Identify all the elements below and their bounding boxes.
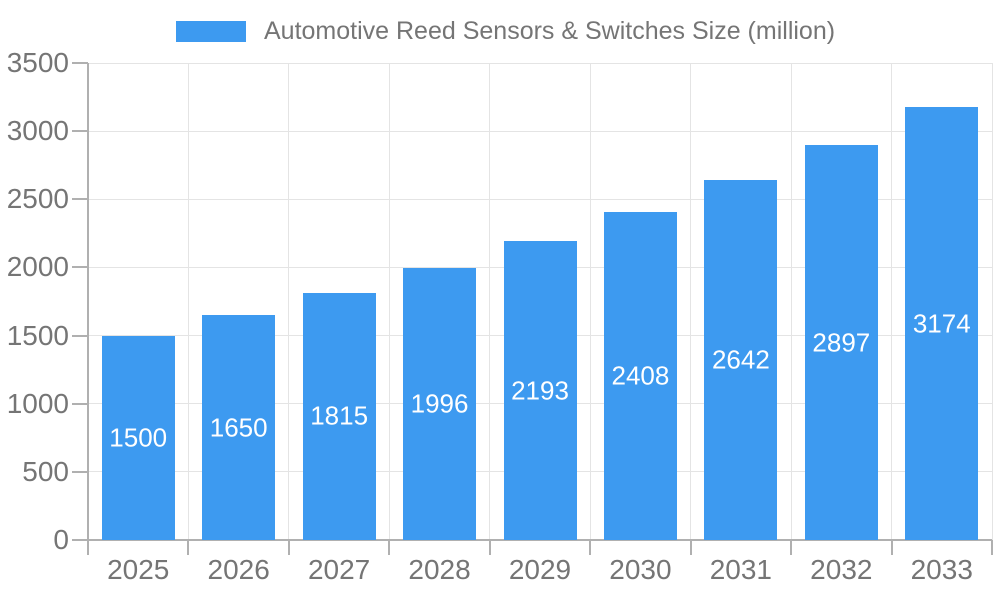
v-gridline	[991, 63, 993, 540]
x-axis-tick-label: 2030	[609, 554, 672, 585]
x-axis-tick-label: 2026	[207, 554, 270, 585]
x-axis-line	[88, 539, 992, 541]
v-gridline	[388, 63, 390, 540]
v-gridline	[187, 63, 189, 540]
bar-value-label: 1650	[209, 412, 268, 443]
bar-2026[interactable]: 1650	[202, 315, 276, 540]
y-axis-tick-label: 3500	[6, 47, 69, 78]
x-axis-tick	[187, 540, 190, 555]
bar-2027[interactable]: 1815	[302, 292, 376, 540]
v-gridline	[288, 63, 290, 540]
h-gridline	[88, 130, 992, 132]
v-gridline	[489, 63, 491, 540]
y-axis-tick	[72, 266, 88, 269]
bar-2031[interactable]: 2642	[704, 179, 778, 540]
x-axis-tick	[790, 540, 793, 555]
h-gridline	[88, 198, 992, 200]
y-axis-line	[87, 63, 89, 555]
bar-2032[interactable]: 2897	[804, 145, 878, 540]
bar-value-label: 2193	[511, 375, 569, 406]
bar-value-label: 2408	[611, 360, 670, 391]
bar-value-label: 2642	[711, 344, 770, 375]
x-axis-tick	[991, 540, 993, 555]
y-axis-tick	[72, 470, 88, 473]
bar-2033[interactable]: 3174	[905, 107, 979, 540]
legend-label: Automotive Reed Sensors & Switches Size …	[264, 17, 836, 45]
v-gridline	[690, 63, 692, 540]
y-axis-tick	[72, 539, 88, 541]
legend-swatch-icon	[176, 20, 246, 42]
x-axis-tick	[589, 540, 592, 555]
y-axis-tick	[72, 62, 88, 64]
x-axis-tick-label: 2029	[508, 554, 572, 585]
bar-value-label: 2897	[812, 327, 871, 358]
x-axis-tick	[488, 540, 491, 555]
x-axis-tick	[388, 540, 391, 555]
bar-value-label: 1500	[109, 422, 168, 453]
y-axis-tick	[72, 130, 88, 133]
x-axis-tick-label: 2028	[408, 554, 471, 585]
y-axis-tick	[72, 334, 88, 337]
y-axis-tick-label: 500	[22, 455, 69, 487]
x-axis-tick-label: 2031	[709, 554, 773, 585]
v-gridline	[790, 63, 792, 540]
bar-value-label: 1815	[310, 400, 369, 431]
x-axis-tick-label: 2033	[910, 554, 973, 585]
v-gridline	[891, 63, 893, 540]
x-axis-tick-label: 2027	[307, 554, 371, 585]
y-axis-tick-label: 2500	[6, 183, 69, 215]
y-axis-tick-label: 1500	[6, 319, 69, 351]
bar-2030[interactable]: 2408	[603, 211, 677, 540]
bar-value-label: 3174	[912, 308, 971, 339]
x-axis-tick	[890, 540, 893, 555]
y-axis-tick-label: 3000	[6, 115, 69, 147]
bar-2028[interactable]: 1996	[403, 267, 477, 540]
legend[interactable]: Automotive Reed Sensors & Switches Size …	[176, 10, 835, 52]
y-axis-tick	[72, 198, 88, 201]
y-axis-tick-label: 2000	[6, 251, 69, 283]
y-axis-tick	[72, 402, 88, 405]
bar-2025[interactable]: 1500	[101, 335, 175, 540]
x-axis-tick	[689, 540, 692, 555]
y-axis-tick-label: 0	[53, 524, 69, 555]
x-axis-tick	[287, 540, 290, 555]
x-axis-tick-label: 2032	[810, 554, 873, 585]
bar-2029[interactable]: 2193	[503, 241, 577, 540]
y-axis-tick-label: 1000	[6, 387, 69, 419]
x-axis-tick-label: 2025	[107, 554, 170, 585]
v-gridline	[589, 63, 591, 540]
h-gridline	[88, 62, 992, 64]
bar-value-label: 1996	[410, 388, 469, 419]
